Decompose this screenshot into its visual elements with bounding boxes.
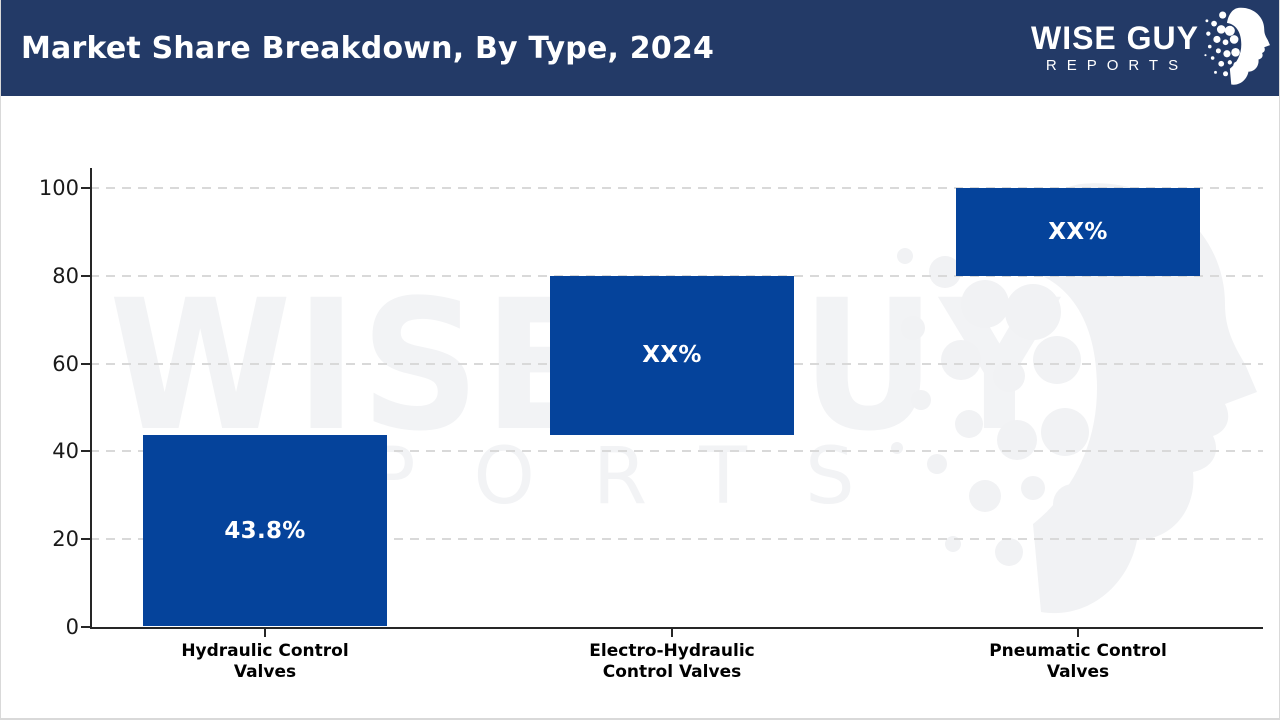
y-axis-tick-label: 0 bbox=[65, 614, 79, 639]
x-category-label: Hydraulic Control Valves bbox=[105, 641, 425, 683]
y-axis-tick-label: 20 bbox=[52, 526, 79, 551]
y-axis-tick bbox=[81, 362, 90, 365]
y-axis-tick bbox=[81, 274, 90, 277]
x-category-label-line: Valves bbox=[1046, 661, 1110, 682]
x-category-label-line: Electro-Hydraulic bbox=[589, 640, 755, 661]
gridline bbox=[90, 187, 1263, 190]
y-axis-tick-label: 60 bbox=[52, 351, 79, 376]
y-axis-line bbox=[90, 168, 92, 629]
bar: XX% bbox=[550, 275, 794, 435]
logo-reports-text: REPORTS bbox=[1045, 57, 1189, 74]
plot-area: 0 20 40 60 80 100 43.8% Hydraulic Control Valves… bbox=[1, 96, 1279, 718]
y-axis-tick bbox=[81, 187, 90, 190]
wise-guy-reports-logo: WISE GUY REPORTS bbox=[1031, 4, 1273, 92]
bar-value-label: XX% bbox=[642, 342, 702, 369]
y-axis-tick-label: 100 bbox=[38, 176, 79, 201]
bar-value-label: 43.8% bbox=[224, 517, 306, 544]
bar-value-label: XX% bbox=[1048, 219, 1108, 246]
gridline bbox=[90, 537, 1263, 540]
y-axis-tick bbox=[81, 450, 90, 453]
x-category-label: Electro-Hydraulic Control Valves bbox=[512, 641, 832, 683]
bar: 43.8% bbox=[143, 434, 387, 627]
gridline bbox=[90, 450, 1263, 453]
x-axis-tick bbox=[264, 628, 266, 637]
chart-title: Market Share Breakdown, By Type, 2024 bbox=[21, 30, 715, 66]
y-axis-tick-label: 80 bbox=[52, 263, 79, 288]
y-axis-tick-label: 40 bbox=[52, 439, 79, 464]
x-axis-tick bbox=[671, 628, 673, 637]
x-axis-line bbox=[90, 626, 1263, 629]
header-bar: Market Share Breakdown, By Type, 2024 WI… bbox=[1, 0, 1279, 96]
y-axis-tick bbox=[81, 625, 90, 628]
bar: XX% bbox=[956, 188, 1200, 276]
x-category-label-line: Valves bbox=[233, 661, 297, 682]
y-axis-tick bbox=[81, 537, 90, 540]
x-category-label: Pneumatic Control Valves bbox=[918, 641, 1238, 683]
x-category-label-line: Pneumatic Control bbox=[989, 640, 1167, 661]
logo-wise-guy-text: WISE GUY bbox=[1030, 20, 1199, 56]
logo-head-icon bbox=[1201, 5, 1273, 91]
x-category-label-line: Control Valves bbox=[602, 661, 742, 682]
logo-text: WISE GUY REPORTS bbox=[1031, 22, 1199, 74]
x-category-label-line: Hydraulic Control bbox=[181, 640, 349, 661]
x-axis-tick bbox=[1077, 628, 1079, 637]
